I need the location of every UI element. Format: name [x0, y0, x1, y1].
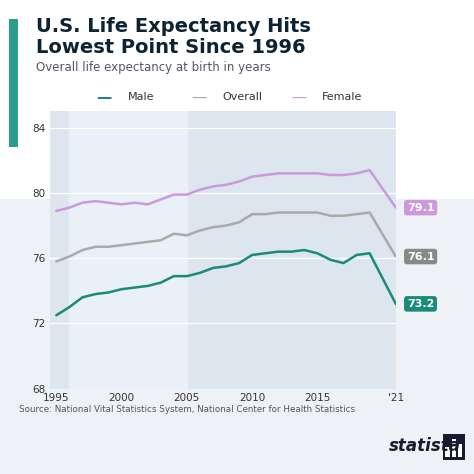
Text: statista: statista	[389, 437, 461, 455]
Text: Male: Male	[128, 92, 155, 102]
Text: 79.1: 79.1	[407, 202, 435, 213]
Text: Overall life expectancy at birth in years: Overall life expectancy at birth in year…	[36, 61, 270, 73]
Text: —: —	[291, 90, 306, 105]
Bar	[458, 444, 463, 457]
Text: Overall: Overall	[223, 92, 263, 102]
Bar	[452, 439, 456, 457]
Bar	[69, 111, 187, 389]
Text: —: —	[191, 90, 207, 105]
Text: Source: National Vital Statistics System, National Center for Health Statistics: Source: National Vital Statistics System…	[19, 405, 355, 414]
Text: 76.1: 76.1	[407, 252, 435, 262]
Text: Lowest Point Since 1996: Lowest Point Since 1996	[36, 38, 305, 57]
Bar	[445, 447, 449, 457]
Text: —: —	[97, 90, 112, 105]
Text: Female: Female	[322, 92, 363, 102]
Text: U.S. Life Expectancy Hits: U.S. Life Expectancy Hits	[36, 17, 310, 36]
Text: 73.2: 73.2	[407, 299, 434, 309]
